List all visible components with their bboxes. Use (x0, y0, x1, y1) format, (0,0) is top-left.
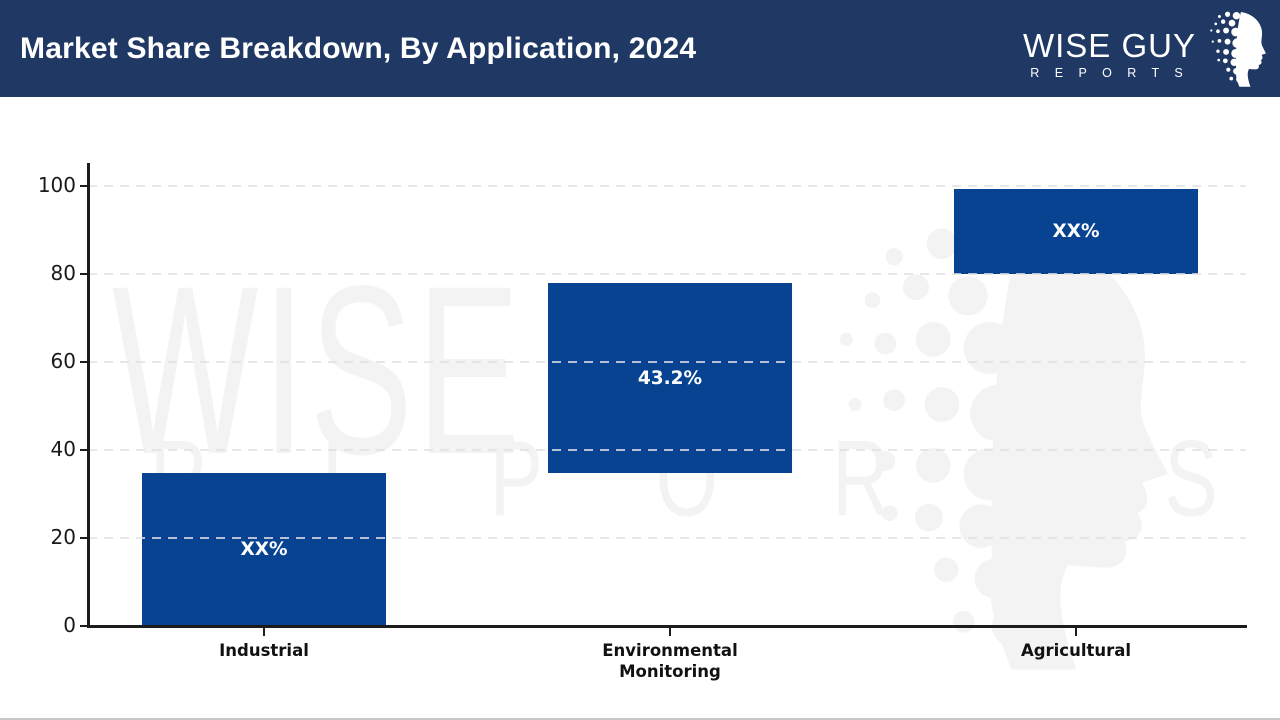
y-tick (80, 537, 88, 539)
logo-wordmark: WISE GUY (1022, 27, 1196, 64)
y-tick (80, 273, 88, 275)
x-axis-label: Industrial (219, 641, 309, 660)
y-tick (80, 449, 88, 451)
bottom-border (0, 718, 1280, 720)
wiseguy-face-icon (1210, 11, 1266, 87)
y-tick-label: 40 (50, 437, 76, 461)
logo-text: WISE GUY R E P O R T S (1023, 29, 1196, 80)
y-axis-line (87, 163, 90, 628)
y-gridline (88, 537, 1246, 539)
x-tick (669, 628, 671, 636)
bar-industrial: XX% (142, 473, 386, 626)
x-axis-line (87, 625, 1247, 628)
y-tick-label: 0 (63, 613, 76, 637)
bar-environmental-monitoring: 43.2% (548, 283, 792, 474)
y-tick (80, 185, 88, 187)
y-gridline (88, 361, 1246, 363)
x-tick (263, 628, 265, 636)
bar-value-label: 43.2% (637, 367, 703, 389)
x-axis-label: Environmental Monitoring (602, 641, 738, 682)
y-tick-label: 80 (50, 261, 76, 285)
y-tick-label: 60 (50, 349, 76, 373)
page-title: Market Share Breakdown, By Application, … (20, 31, 697, 65)
logo-subtext: R E P O R T S (1030, 66, 1189, 80)
bar-value-label: XX% (240, 539, 288, 561)
bar-agricultural: XX% (954, 188, 1198, 274)
y-tick (80, 361, 88, 363)
bar-value-label: XX% (1052, 220, 1100, 242)
x-tick (1075, 628, 1077, 636)
y-gridline (88, 185, 1246, 187)
x-axis-label: Agricultural (1020, 641, 1132, 660)
y-gridline (88, 449, 1246, 451)
y-tick-label: 100 (37, 173, 76, 197)
wiseguy-logo: WISE GUY R E P O R T S (1023, 7, 1266, 91)
header: Market Share Breakdown, By Application, … (0, 0, 1280, 97)
y-tick-label: 20 (50, 525, 76, 549)
y-tick (80, 625, 88, 627)
y-gridline (88, 273, 1246, 275)
